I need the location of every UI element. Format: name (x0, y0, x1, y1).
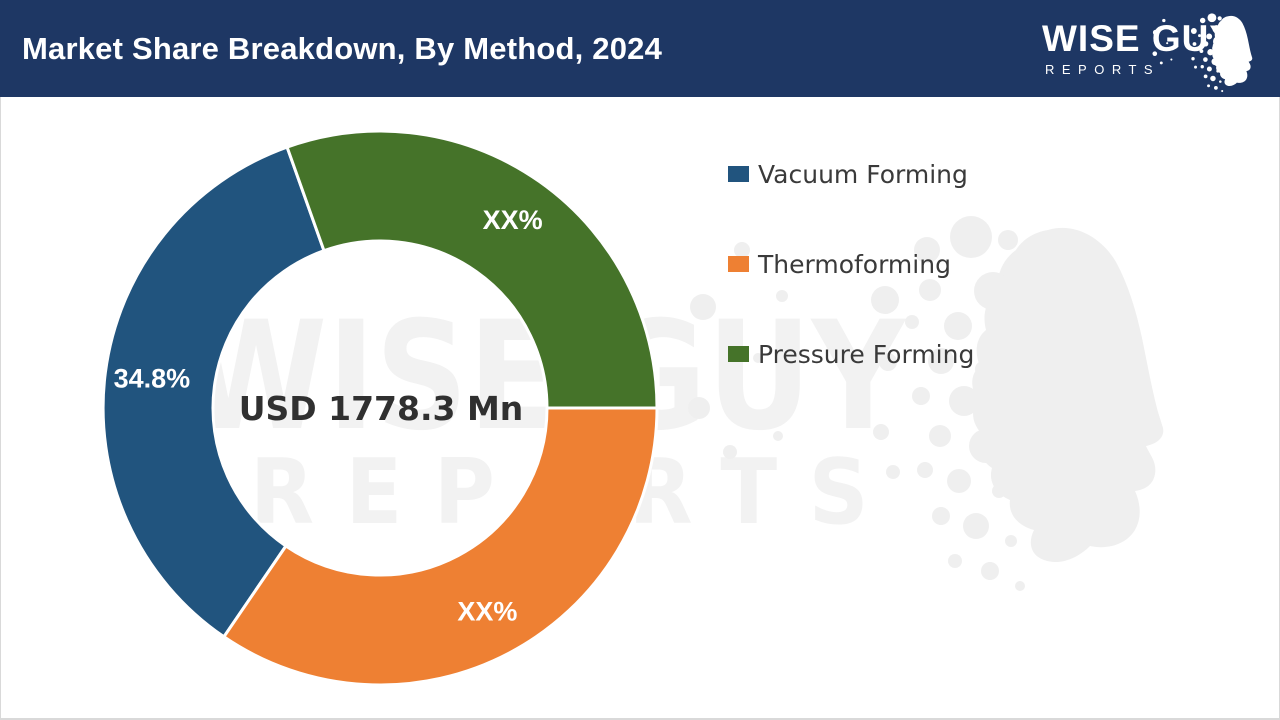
chart-legend: Vacuum Forming Thermoforming Pressure Fo… (728, 158, 974, 428)
legend-swatch-icon (728, 346, 749, 362)
legend-swatch-icon (728, 256, 749, 272)
legend-label: Vacuum Forming (758, 159, 968, 189)
legend-swatch-icon (728, 166, 749, 182)
legend-label: Thermoforming (758, 249, 951, 279)
donut-center-label: USD 1778.3 Mn (239, 389, 524, 428)
legend-item-vacuum-forming: Vacuum Forming (728, 158, 974, 190)
donut-value-label: XX% (483, 205, 543, 235)
legend-item-thermoforming: Thermoforming (728, 248, 974, 280)
legend-item-pressure-forming: Pressure Forming (728, 338, 974, 370)
title-bar: Market Share Breakdown, By Method, 2024 … (0, 0, 1280, 97)
donut-segments: 34.8% XX% XX% (101, 129, 659, 687)
donut-value-label: 34.8% (114, 364, 191, 394)
donut-segment-thermoforming (221, 406, 659, 687)
page-title: Market Share Breakdown, By Method, 2024 (22, 30, 663, 66)
legend-label: Pressure Forming (758, 339, 975, 369)
donut-segment-pressure-forming (285, 129, 659, 410)
donut-value-label: XX% (457, 596, 517, 626)
brand-logo: WISE GUY REPORTS (1042, 20, 1235, 76)
logo-wordmark: WISE GUY (1042, 18, 1236, 59)
donut-segment-vacuum-forming (101, 145, 326, 639)
logo-subtext: REPORTS (1045, 62, 1161, 77)
